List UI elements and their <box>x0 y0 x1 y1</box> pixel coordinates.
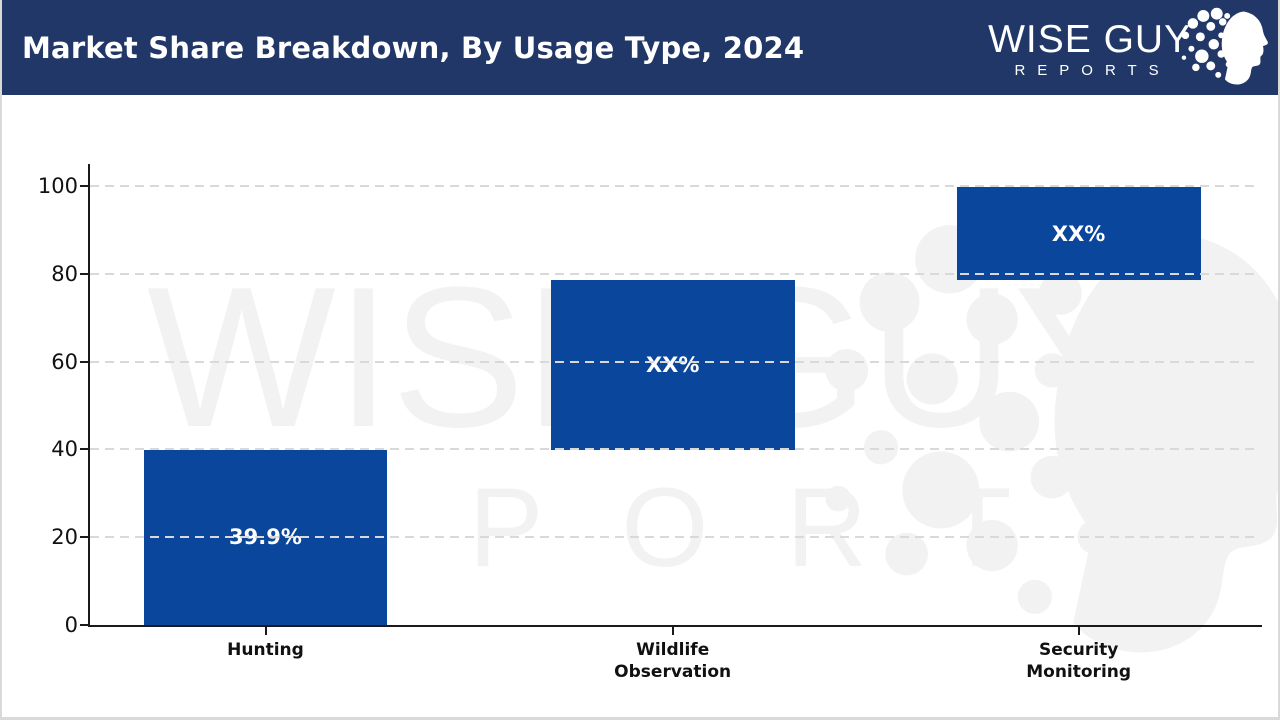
y-tick-mark <box>80 624 88 626</box>
bar-value-label: XX% <box>645 352 700 377</box>
bar-segment: XX% <box>550 279 795 450</box>
category-label-line: Observation <box>614 662 732 682</box>
category-label: Hunting <box>227 639 304 661</box>
gridline <box>90 448 1258 451</box>
brand-wordmark: WISE GUY <box>988 17 1192 61</box>
gridline <box>90 536 1258 539</box>
y-tick-mark <box>80 448 88 451</box>
brand-subtext: REPORTS <box>1014 61 1171 79</box>
x-tick-mark <box>1077 627 1080 635</box>
y-tick-label: 40 <box>51 437 78 462</box>
brand-logo: WISE GUY REPORTS <box>988 7 1278 89</box>
gridline <box>90 360 1258 363</box>
x-tick-mark <box>264 627 267 635</box>
gridline <box>90 272 1258 275</box>
header: Market Share Breakdown, By Usage Type, 2… <box>2 0 1278 95</box>
y-tick-mark <box>80 536 88 539</box>
y-tick-label: 0 <box>64 613 78 637</box>
y-tick-mark <box>80 184 88 187</box>
y-tick-mark <box>80 272 88 275</box>
category-label: Security Monitoring <box>1026 639 1131 683</box>
bar-segment: XX% <box>956 187 1201 280</box>
y-tick-label: 100 <box>37 173 78 198</box>
category-label-line: Wildlife <box>636 640 710 660</box>
y-tick-label: 60 <box>51 349 78 374</box>
page-title: Market Share Breakdown, By Usage Type, 2… <box>22 30 805 65</box>
y-axis-spine <box>88 164 90 625</box>
plot-area: 39.9% XX% XX% 0 20 40 60 80 100 Hunting Wildlife O… <box>38 164 1262 682</box>
brand-text: WISE GUY REPORTS <box>988 20 1191 78</box>
x-tick-mark <box>671 627 674 635</box>
category-label-line: Monitoring <box>1026 662 1132 682</box>
gridline <box>90 184 1258 187</box>
bar-value-label: XX% <box>1051 221 1106 246</box>
category-label-line: Security <box>1038 640 1119 660</box>
wiseguy-face-icon <box>1181 7 1268 85</box>
category-label-line: Hunting <box>227 640 304 660</box>
y-tick-label: 80 <box>51 261 78 286</box>
x-axis-spine <box>88 625 1262 627</box>
y-tick-label: 20 <box>51 525 78 550</box>
y-tick-mark <box>80 360 88 363</box>
category-label: Wildlife Observation <box>614 639 731 683</box>
